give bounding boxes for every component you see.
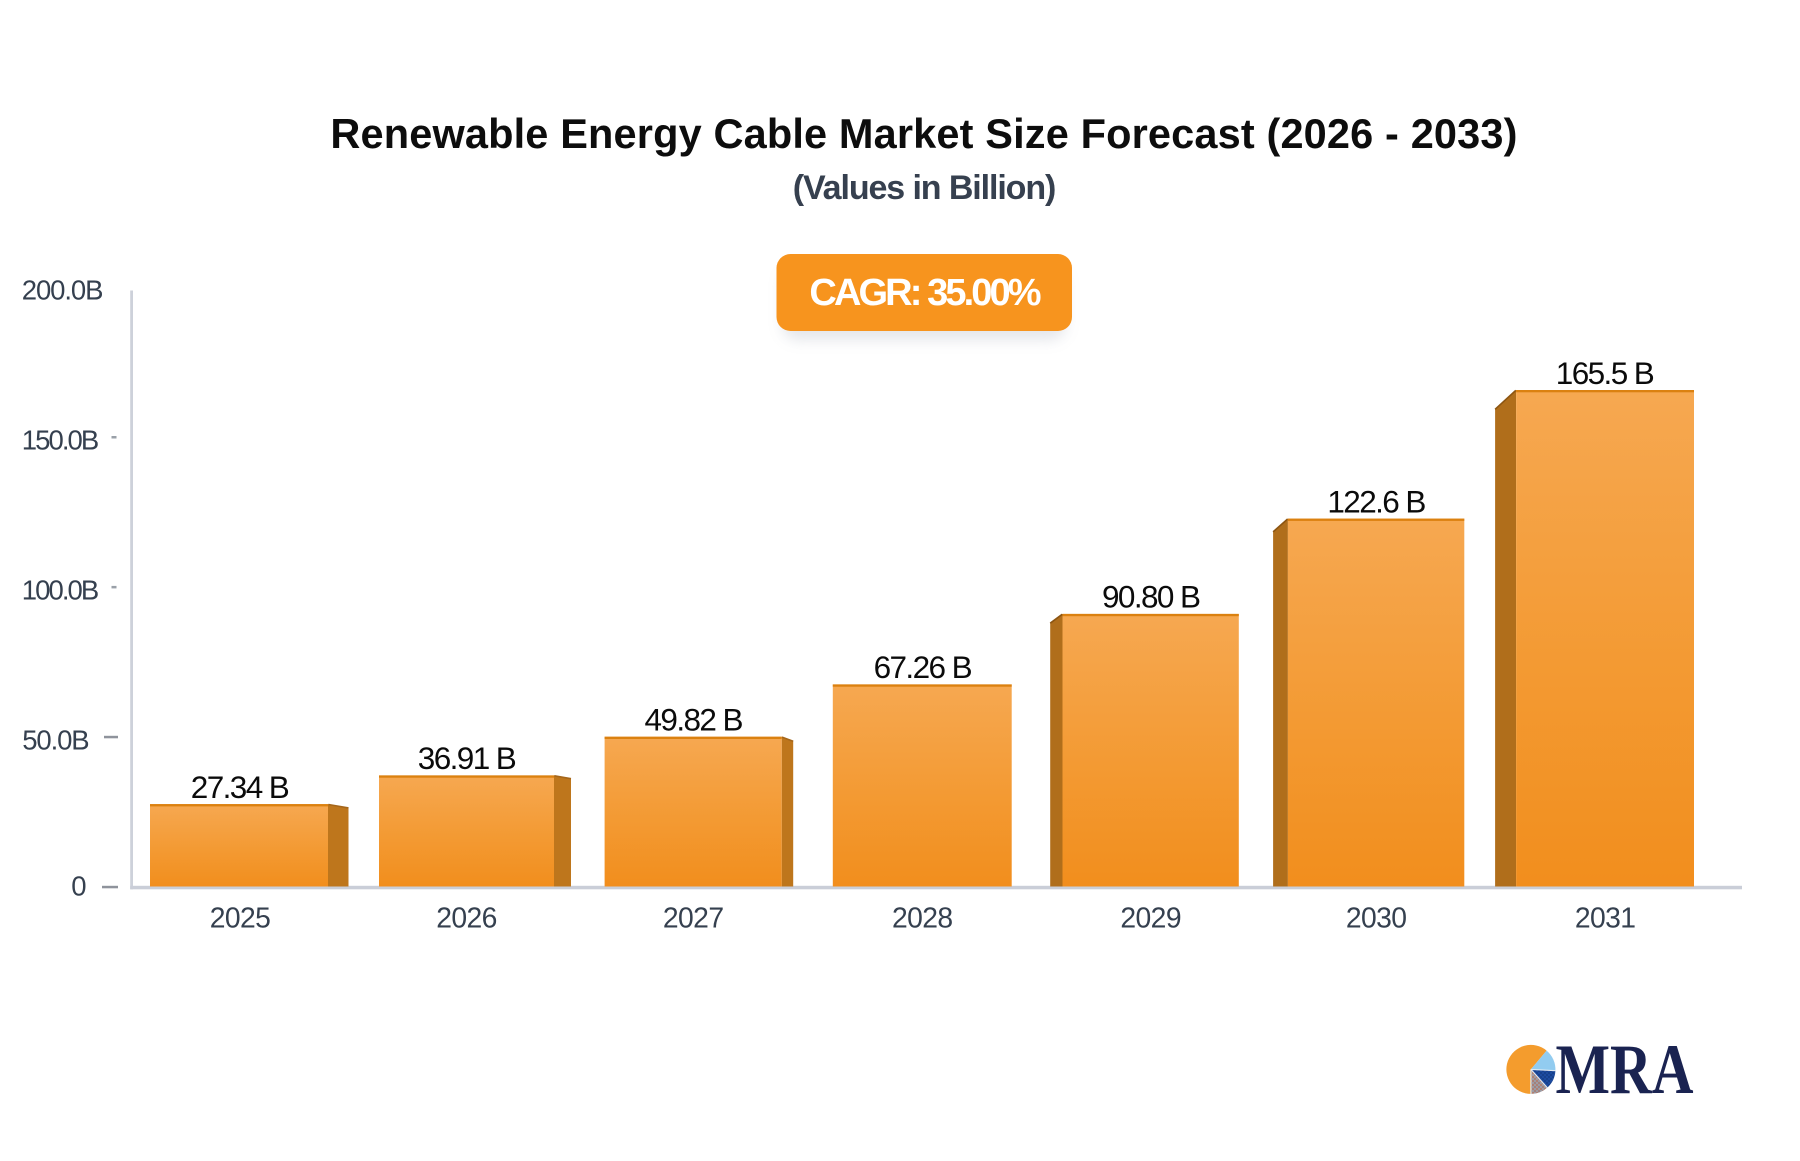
svg-text:(Values in Billion): (Values in Billion) [793, 169, 1055, 207]
svg-text:2027: 2027 [663, 902, 724, 934]
svg-text:90.80 B: 90.80 B [1102, 579, 1200, 615]
svg-text:0: 0 [71, 870, 86, 901]
svg-text:2031: 2031 [1575, 902, 1636, 934]
svg-text:CAGR: 35.00%: CAGR: 35.00% [809, 272, 1040, 314]
svg-text:2029: 2029 [1120, 902, 1181, 934]
svg-text:200.0B: 200.0B [22, 275, 103, 306]
svg-text:165.5 B: 165.5 B [1556, 355, 1654, 391]
svg-text:49.82 B: 49.82 B [645, 702, 743, 738]
svg-text:150.0B: 150.0B [22, 424, 98, 455]
svg-text:Renewable Energy Cable Market: Renewable Energy Cable Market Size Forec… [330, 110, 1517, 157]
svg-text:27.34 B: 27.34 B [191, 769, 289, 805]
svg-text:67.26 B: 67.26 B [874, 649, 972, 685]
svg-text:36.91 B: 36.91 B [418, 740, 516, 776]
svg-text:2026: 2026 [436, 902, 497, 934]
svg-text:MRA: MRA [1555, 1031, 1693, 1109]
svg-text:2030: 2030 [1346, 902, 1407, 934]
svg-text:2025: 2025 [210, 902, 271, 934]
svg-text:100.0B: 100.0B [22, 574, 98, 605]
svg-text:122.6 B: 122.6 B [1327, 483, 1425, 519]
svg-text:50.0B: 50.0B [22, 724, 88, 755]
svg-text:2028: 2028 [892, 902, 953, 934]
